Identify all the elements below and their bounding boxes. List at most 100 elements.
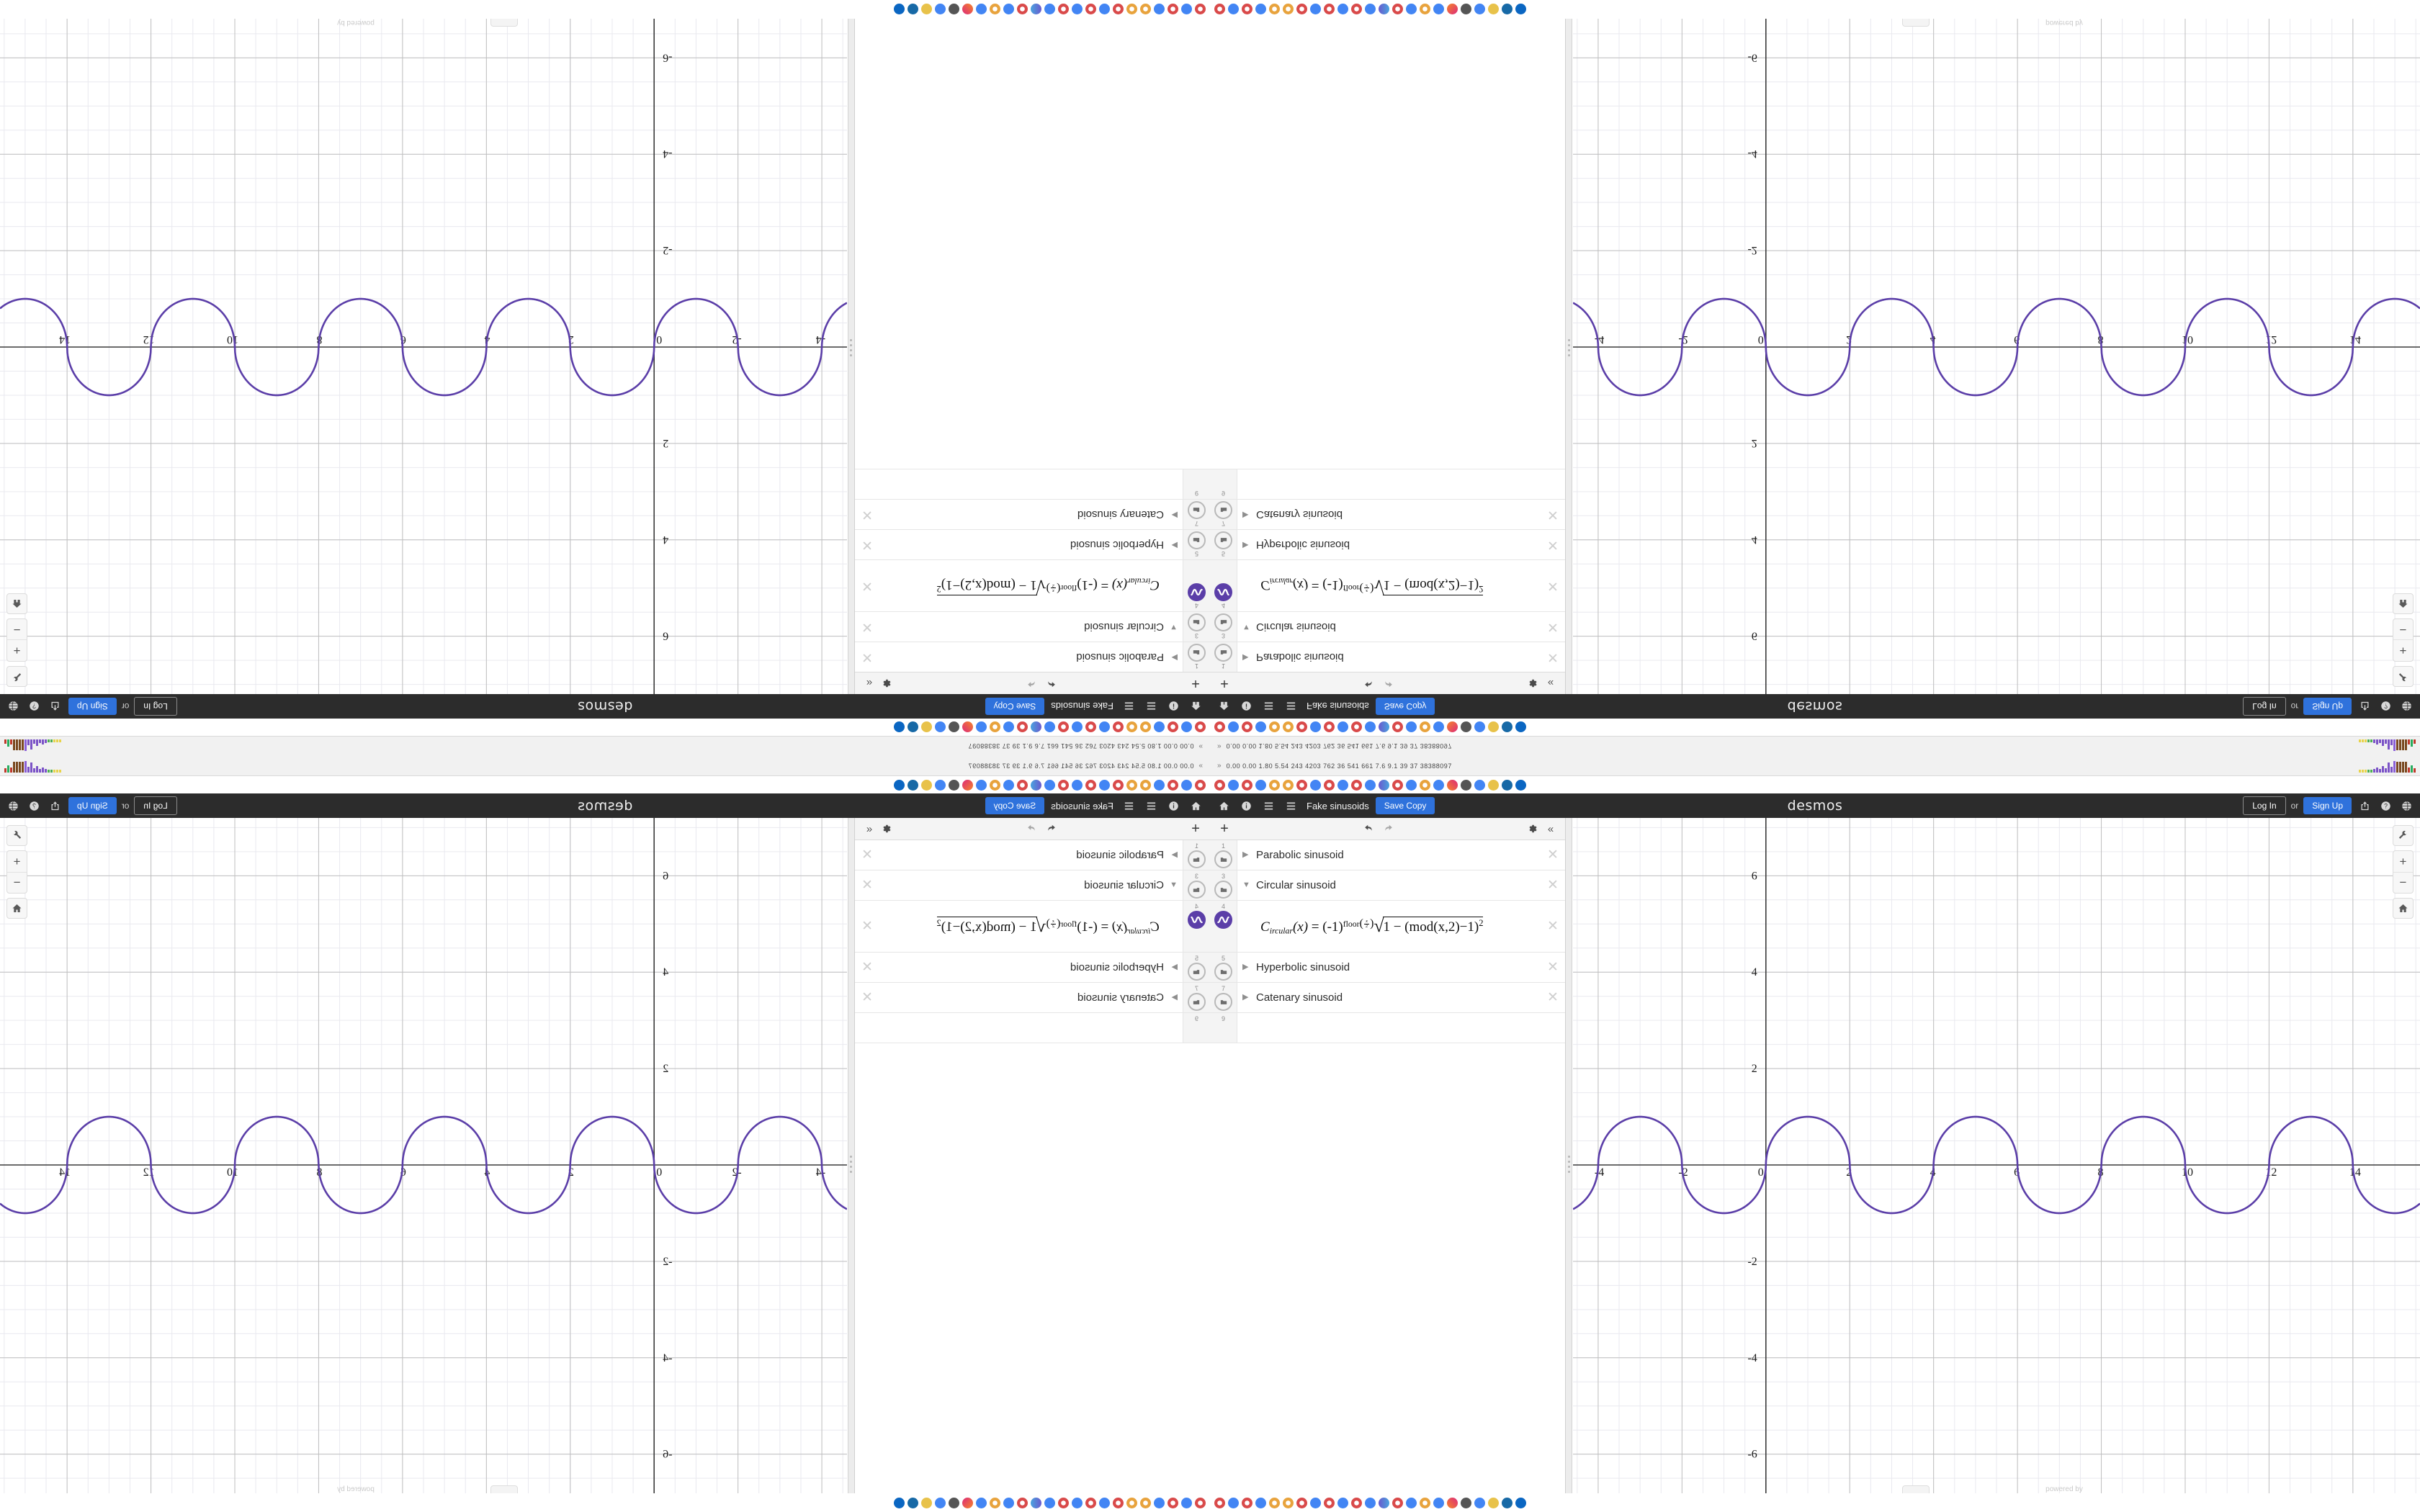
bookmark-favicon[interactable] <box>1488 721 1499 733</box>
expression-row[interactable]: 5 ▶ Hyperbolic sinusoid ✕ <box>855 529 1210 559</box>
bookmark-favicon[interactable] <box>1126 1497 1137 1508</box>
log-in-button[interactable]: Log In <box>2243 796 2286 815</box>
collapse-panel-button[interactable]: « <box>1547 677 1554 690</box>
hamburger-icon[interactable] <box>1283 798 1299 814</box>
bookmark-favicon[interactable] <box>1296 4 1307 15</box>
expression-row[interactable]: 4 Circular(x) = (-1)floor(x2)1 − (mod(x,2… <box>1210 901 1565 953</box>
chevron-up-icon[interactable]: » <box>1217 762 1222 770</box>
home-icon[interactable] <box>1216 698 1232 714</box>
bookmark-favicon[interactable] <box>1242 721 1252 733</box>
edit-list-icon[interactable] <box>1144 798 1160 814</box>
expression-list[interactable]: 1 ▶ Parabolic sinusoid ✕ 3 ▼ Circular sinusoid… <box>855 0 1210 672</box>
bookmark-favicon[interactable] <box>1324 721 1335 733</box>
add-expression-button[interactable]: + <box>1220 675 1229 691</box>
bookmark-favicon[interactable] <box>976 721 987 733</box>
row-content[interactable]: ▼ Circular sinusoid <box>1237 870 1541 900</box>
bookmark-favicon[interactable] <box>1515 779 1526 791</box>
bookmark-favicon[interactable] <box>1168 1497 1178 1508</box>
bookmark-favicon[interactable] <box>1003 4 1014 15</box>
delete-row-button[interactable]: ✕ <box>1547 537 1559 552</box>
bookmark-favicon[interactable] <box>921 1497 932 1508</box>
bookmark-favicon[interactable] <box>894 1497 905 1508</box>
bookmark-favicon[interactable] <box>1296 721 1307 733</box>
bookmark-favicon[interactable] <box>1255 1497 1266 1508</box>
row-content[interactable]: ▶ Hyperbolic sinusoid <box>879 530 1183 559</box>
graph-canvas[interactable]: -4 -2 0 2 4 6 8 10 12 14 6 4 2 -2 -4 -6 + − <box>0 818 847 1512</box>
bookmark-favicon[interactable] <box>1515 1497 1526 1508</box>
chevron-right-icon[interactable]: ▶ <box>1171 993 1178 1002</box>
chevron-down-icon[interactable]: ▼ <box>1242 623 1250 631</box>
bookmark-favicon[interactable] <box>1447 721 1458 733</box>
info-icon[interactable] <box>1238 698 1254 714</box>
bookmark-favicon[interactable] <box>1365 779 1376 791</box>
wrench-icon[interactable] <box>2393 825 2414 846</box>
expression-row[interactable]: 5 ▶ Hyperbolic sinusoid ✕ <box>1210 529 1565 559</box>
bookmark-favicon[interactable] <box>1255 779 1266 791</box>
folder-icon[interactable] <box>1214 613 1232 631</box>
zoom-out-button[interactable]: − <box>2393 619 2413 640</box>
bookmark-favicon[interactable] <box>1168 4 1178 15</box>
bookmark-favicon[interactable] <box>1433 779 1444 791</box>
edit-list-icon[interactable] <box>1260 698 1276 714</box>
row-content[interactable]: ▶ Parabolic sinusoid <box>1237 642 1541 672</box>
expression-list[interactable]: 1 ▶ Parabolic sinusoid ✕ 3 ▼ Circular sinusoid… <box>1210 840 1565 1512</box>
edit-list-icon[interactable] <box>1144 698 1160 714</box>
folder-icon[interactable] <box>1188 501 1206 519</box>
bookmark-favicon[interactable] <box>962 1497 973 1508</box>
folder-icon[interactable] <box>1188 531 1206 549</box>
bookmark-favicon[interactable] <box>1195 721 1206 733</box>
bookmark-favicon[interactable] <box>1113 1497 1124 1508</box>
delete-row-button[interactable]: ✕ <box>861 649 873 665</box>
bookmark-favicon[interactable] <box>1433 721 1444 733</box>
graph-canvas[interactable]: -4 -2 0 2 4 6 8 10 12 14 6 4 2 -2 -4 -6 + − <box>0 0 847 694</box>
bookmark-favicon[interactable] <box>1017 721 1028 733</box>
bookmark-favicon[interactable] <box>1502 721 1512 733</box>
bookmark-favicon[interactable] <box>1113 779 1124 791</box>
delete-row-button[interactable]: ✕ <box>861 990 873 1005</box>
expression-row[interactable]: 1 ▶ Parabolic sinusoid ✕ <box>1210 840 1565 870</box>
edit-list-icon[interactable] <box>1260 798 1276 814</box>
hamburger-icon[interactable] <box>1121 698 1137 714</box>
bookmark-favicon[interactable] <box>908 1497 918 1508</box>
wrench-icon[interactable] <box>2393 666 2414 687</box>
bookmark-favicon[interactable] <box>894 779 905 791</box>
math-expression[interactable]: Circular(x) = (-1)floor(x2)1 − (mod(x,2)… <box>884 569 1166 603</box>
delete-row-button[interactable]: ✕ <box>1547 619 1559 634</box>
expression-row[interactable]: 4 Circular(x) = (-1)floor(x2)1 − (mod(x,2… <box>855 559 1210 611</box>
expression-row[interactable]: 4 Circular(x) = (-1)floor(x2)1 − (mod(x,2… <box>1210 559 1565 611</box>
redo-icon[interactable] <box>1023 820 1042 837</box>
share-icon[interactable] <box>48 798 63 814</box>
bookmark-favicon[interactable] <box>1168 721 1178 733</box>
bookmark-favicon[interactable] <box>1461 4 1471 15</box>
delete-row-button[interactable]: ✕ <box>1547 878 1559 893</box>
bookmark-favicon[interactable] <box>1195 1497 1206 1508</box>
plot-color-swatch[interactable] <box>1214 911 1232 929</box>
bookmark-favicon[interactable] <box>962 4 973 15</box>
math-expression[interactable]: Circular(x) = (-1)floor(x2)1 − (mod(x,2)… <box>884 909 1166 944</box>
bookmark-favicon[interactable] <box>1044 1497 1055 1508</box>
bookmark-favicon[interactable] <box>1433 4 1444 15</box>
redo-icon[interactable] <box>1379 675 1397 692</box>
bookmark-favicon[interactable] <box>935 721 946 733</box>
chevron-right-icon[interactable]: ▶ <box>1242 541 1249 549</box>
bookmark-favicon[interactable] <box>1058 779 1069 791</box>
home-icon[interactable] <box>1188 698 1204 714</box>
plot-color-swatch[interactable] <box>1188 583 1206 601</box>
gear-icon[interactable] <box>879 820 897 837</box>
expression-list[interactable]: 1 ▶ Parabolic sinusoid ✕ 3 ▼ Circular sinusoid… <box>1210 0 1565 672</box>
bookmark-favicon[interactable] <box>1461 721 1471 733</box>
delete-row-button[interactable]: ✕ <box>1547 649 1559 665</box>
bookmark-favicon[interactable] <box>1351 4 1362 15</box>
bookmark-favicon[interactable] <box>1269 4 1280 15</box>
bookmark-favicon[interactable] <box>990 779 1000 791</box>
bookmark-favicon[interactable] <box>976 1497 987 1508</box>
bookmark-favicon[interactable] <box>1379 779 1389 791</box>
expression-row[interactable]: 9 <box>855 1013 1210 1043</box>
home-icon[interactable] <box>2393 898 2414 919</box>
row-content[interactable] <box>855 469 1183 499</box>
bookmark-favicon[interactable] <box>1085 1497 1096 1508</box>
bookmark-favicon[interactable] <box>1031 4 1041 15</box>
bookmark-favicon[interactable] <box>1031 721 1041 733</box>
zoom-in-button[interactable]: + <box>13 854 21 868</box>
row-content[interactable]: ▶ Parabolic sinusoid <box>879 840 1183 870</box>
